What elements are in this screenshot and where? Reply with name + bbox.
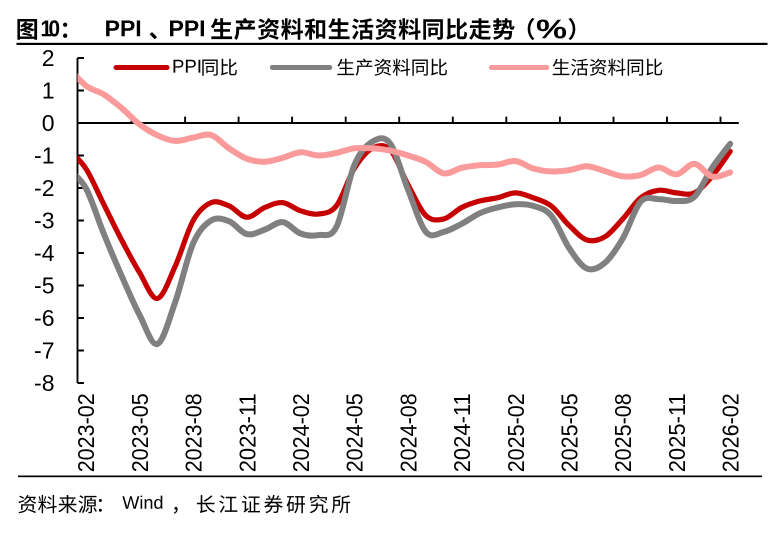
svg-text:2024-02: 2024-02	[288, 393, 314, 472]
svg-text:-8: -8	[34, 370, 54, 396]
svg-text:2025-11: 2025-11	[664, 393, 690, 472]
svg-text:2023-02: 2023-02	[73, 393, 99, 472]
svg-text:-5: -5	[34, 273, 54, 299]
svg-text:2023-05: 2023-05	[127, 393, 153, 472]
svg-text:-6: -6	[34, 305, 54, 331]
svg-text:2025-05: 2025-05	[557, 393, 583, 472]
svg-text:2024-11: 2024-11	[449, 393, 475, 472]
svg-text:-3: -3	[34, 208, 54, 234]
svg-text:2024-05: 2024-05	[342, 393, 368, 472]
svg-text:-4: -4	[34, 240, 55, 266]
svg-text:2026-02: 2026-02	[718, 393, 744, 472]
svg-text:2023-08: 2023-08	[181, 393, 207, 472]
svg-text:2024-08: 2024-08	[395, 393, 421, 472]
svg-text:2025-08: 2025-08	[610, 393, 636, 472]
svg-text:0: 0	[42, 110, 55, 136]
svg-text:-2: -2	[34, 175, 54, 201]
svg-text:1: 1	[42, 78, 55, 104]
svg-text:2023-11: 2023-11	[234, 393, 260, 472]
svg-text:2: 2	[42, 45, 55, 71]
svg-text:-1: -1	[34, 143, 54, 169]
svg-text:-7: -7	[34, 338, 54, 364]
svg-text:2025-02: 2025-02	[503, 393, 529, 472]
